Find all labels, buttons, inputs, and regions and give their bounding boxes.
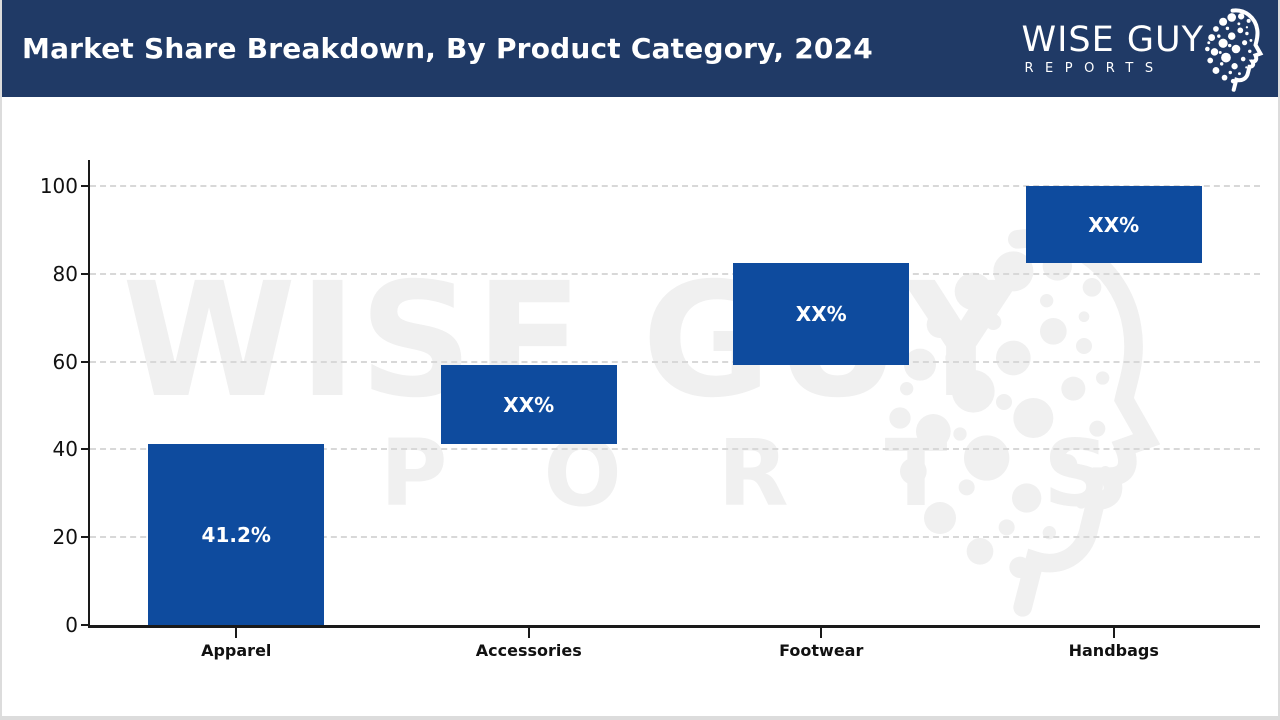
x-axis-category-label: Footwear bbox=[779, 641, 864, 660]
gridline bbox=[90, 185, 1260, 187]
bar-accessories: XX% bbox=[440, 365, 617, 445]
brand-logo-text: WISE GUY REPORTS bbox=[1021, 19, 1204, 76]
y-axis-tick-mark bbox=[81, 536, 90, 539]
y-axis-tick-label: 40 bbox=[52, 437, 78, 462]
bar-handbags: XX% bbox=[1025, 186, 1202, 264]
x-axis-tick-mark bbox=[527, 628, 530, 638]
y-axis-tick-label: 20 bbox=[52, 525, 78, 550]
y-axis-tick-label: 0 bbox=[65, 613, 78, 637]
bar-value-label: XX% bbox=[795, 302, 847, 327]
x-axis-category-label: Apparel bbox=[201, 641, 272, 660]
x-axis-tick-mark bbox=[1112, 628, 1115, 638]
y-axis-tick-mark bbox=[81, 448, 90, 451]
y-axis-tick-mark bbox=[81, 272, 90, 275]
y-axis-tick-label: 60 bbox=[52, 349, 78, 374]
brand-logo: WISE GUY REPORTS bbox=[1021, 6, 1264, 92]
gridline bbox=[90, 536, 1260, 539]
y-axis-tick-mark bbox=[81, 624, 90, 626]
y-axis-tick-label: 100 bbox=[39, 174, 78, 198]
y-axis-tick-mark bbox=[81, 185, 90, 187]
x-axis-tick-mark bbox=[235, 628, 238, 638]
bar-value-label: 41.2% bbox=[201, 522, 271, 547]
bar-footwear: XX% bbox=[733, 263, 910, 366]
bar-value-label: XX% bbox=[503, 392, 555, 417]
bottom-edge-strip bbox=[2, 716, 1278, 720]
brand-name: WISE GUY bbox=[1021, 19, 1204, 60]
bar-apparel: 41.2% bbox=[148, 444, 325, 625]
header-bar: Market Share Breakdown, By Product Categ… bbox=[2, 0, 1278, 97]
gridline bbox=[90, 448, 1260, 451]
x-axis-tick-mark bbox=[820, 628, 823, 638]
x-axis-line bbox=[88, 625, 1260, 628]
x-axis-category-label: Accessories bbox=[475, 641, 582, 660]
x-axis-category-label: Handbags bbox=[1068, 641, 1159, 660]
gridline bbox=[90, 272, 1260, 275]
brand-subtitle: REPORTS bbox=[1024, 60, 1165, 76]
gridline bbox=[90, 360, 1260, 363]
y-axis-tick-mark bbox=[81, 360, 90, 363]
bar-value-label: XX% bbox=[1088, 212, 1140, 237]
y-axis-line bbox=[88, 160, 90, 627]
y-axis-tick-label: 80 bbox=[52, 261, 78, 286]
page-title: Market Share Breakdown, By Product Categ… bbox=[22, 32, 873, 65]
